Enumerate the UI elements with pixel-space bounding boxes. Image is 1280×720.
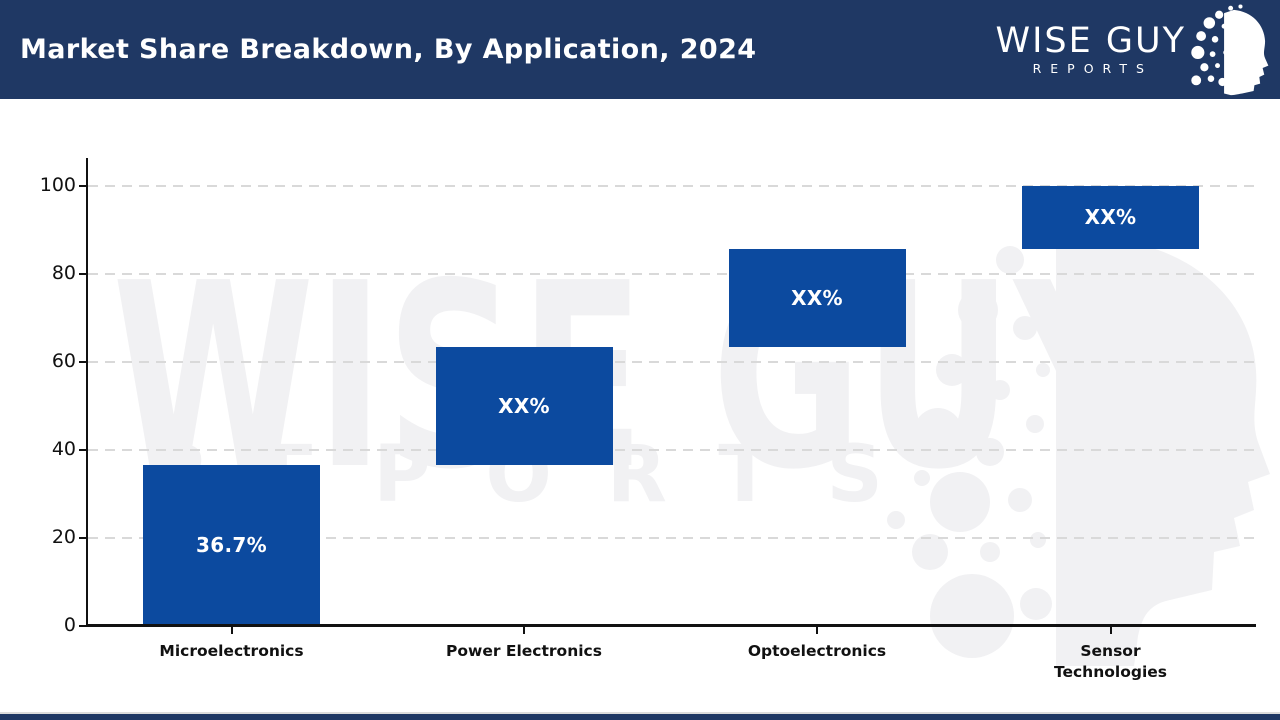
y-tick-label: 0 xyxy=(63,614,76,636)
dotted-head-icon xyxy=(1191,3,1269,95)
bar-value-label: XX% xyxy=(1084,205,1137,230)
bar-value-label: XX% xyxy=(498,393,550,418)
y-tick-label: 60 xyxy=(51,350,76,372)
watermark-dotted-head xyxy=(887,218,1270,666)
bar-optoelectronics: XX% xyxy=(728,248,906,348)
y-tick-mark xyxy=(79,537,88,539)
y-tick-mark xyxy=(79,449,88,451)
x-axis-line xyxy=(86,624,1256,627)
gridline-100 xyxy=(88,185,1256,187)
x-tick-label-power-electronics: Power Electronics xyxy=(446,642,602,660)
y-tick-mark xyxy=(79,625,88,627)
bar-power-electronics: XX% xyxy=(435,347,613,465)
x-tick-mark xyxy=(523,627,525,634)
gridline-20 xyxy=(88,537,1256,539)
x-tick-label-sensor-technologies: Sensor Technologies xyxy=(1053,642,1168,682)
logo-text: WISE GUY REPORTS xyxy=(995,23,1186,76)
header-bar: Market Share Breakdown, By Application, … xyxy=(0,0,1280,99)
page-title: Market Share Breakdown, By Application, … xyxy=(20,34,757,65)
bar-value-label: XX% xyxy=(791,286,843,311)
bar-microelectronics: 36.7% xyxy=(143,464,320,626)
y-tick-mark xyxy=(79,361,88,363)
logo-subtitle: REPORTS xyxy=(1032,60,1153,76)
gridline-60 xyxy=(88,361,1256,363)
wise-guy-reports-logo: WISE GUY REPORTS xyxy=(995,3,1270,96)
gridline-40 xyxy=(88,449,1256,451)
y-tick-mark xyxy=(79,273,88,275)
x-tick-mark xyxy=(1109,627,1112,634)
gridline-80 xyxy=(88,273,1256,275)
x-tick-label-optoelectronics: Optoelectronics xyxy=(747,642,887,660)
y-axis-line xyxy=(86,158,88,627)
x-tick-mark xyxy=(230,627,233,634)
x-tick-label-microelectronics: Microelectronics xyxy=(159,642,304,660)
y-tick-label: 20 xyxy=(51,526,76,548)
y-tick-label: 100 xyxy=(39,174,76,196)
footer-bar xyxy=(0,714,1280,720)
y-tick-mark xyxy=(79,185,88,187)
bar-sensor-technologies: XX% xyxy=(1022,186,1199,249)
y-tick-label: 80 xyxy=(51,262,76,284)
footer-divider xyxy=(0,712,1280,714)
x-tick-mark xyxy=(816,627,818,634)
y-tick-label: 40 xyxy=(51,438,76,460)
bar-value-label: 36.7% xyxy=(196,533,267,558)
logo-wordmark: WISE GUY xyxy=(995,21,1186,62)
